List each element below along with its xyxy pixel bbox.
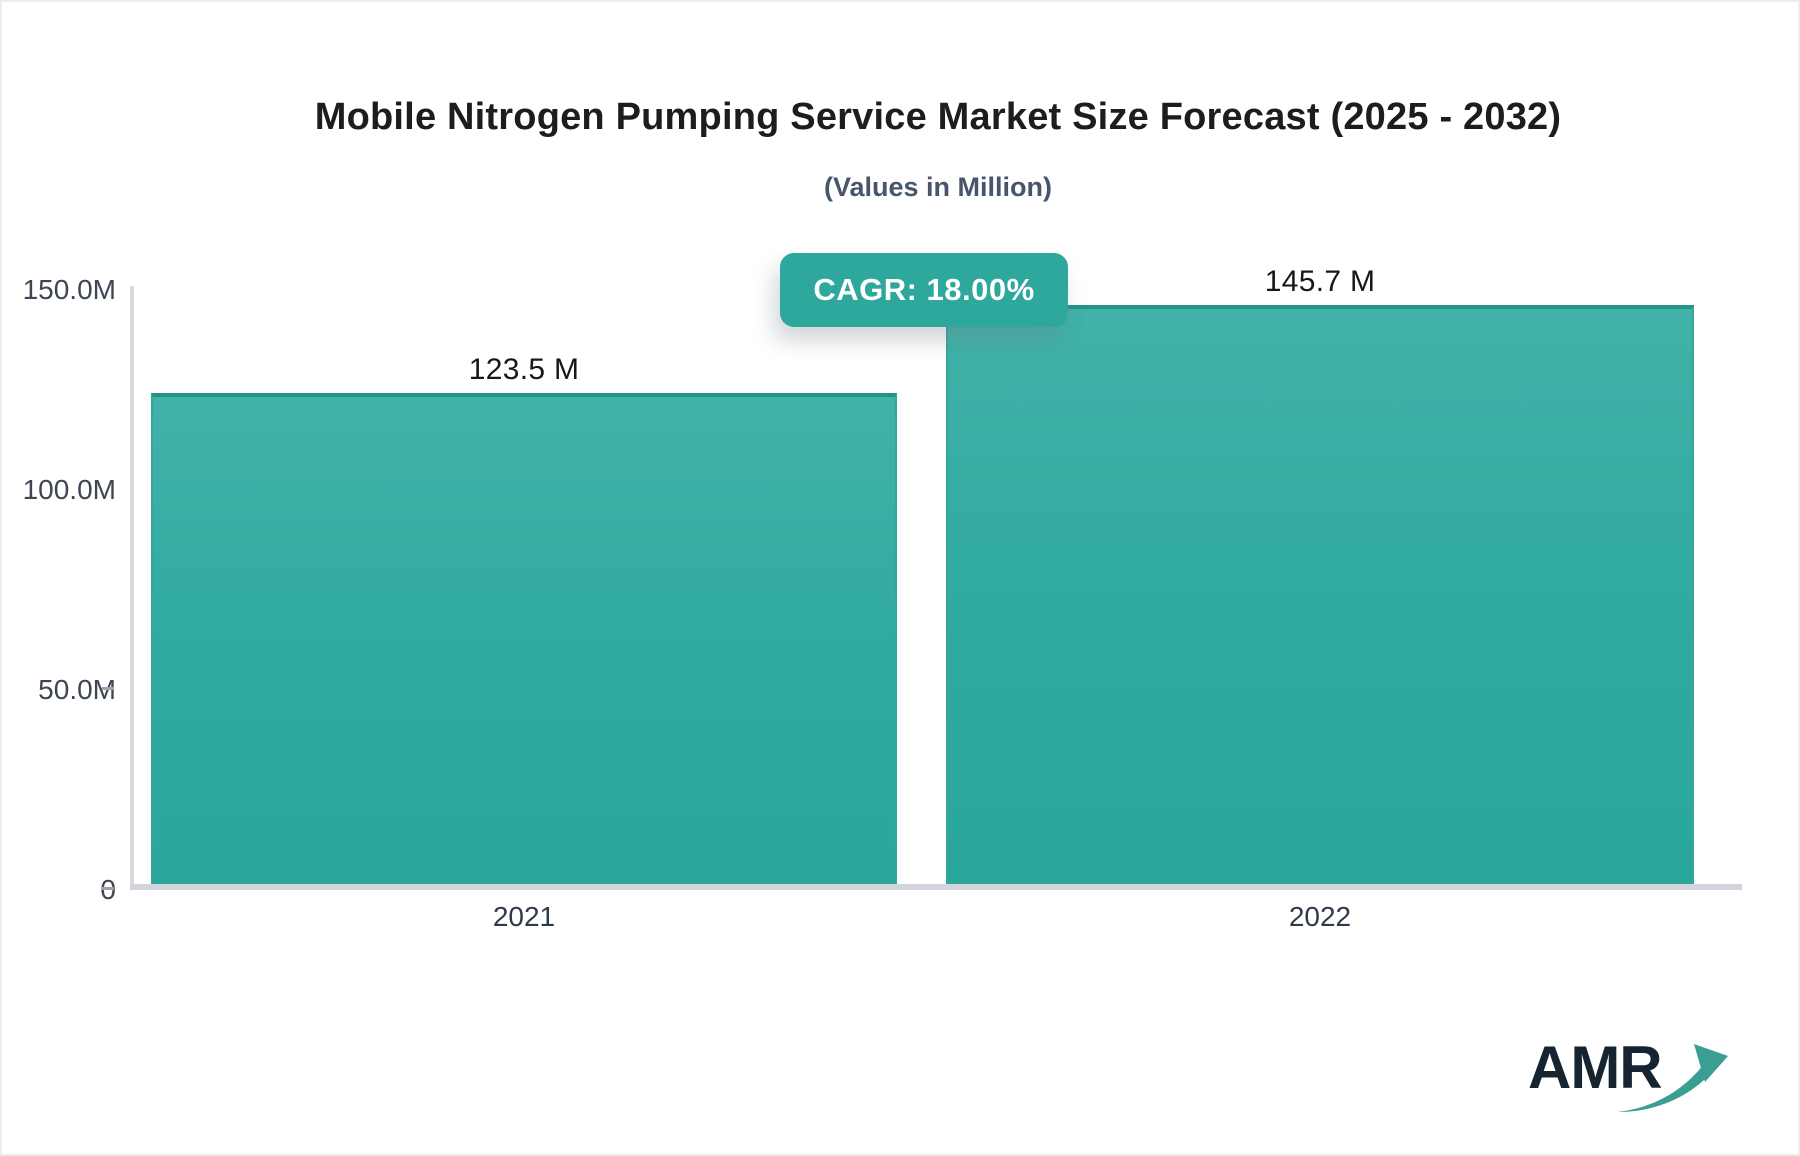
y-axis-line <box>130 286 134 888</box>
y-axis-tick-mark <box>102 687 114 690</box>
y-axis-tick-label: 100.0M <box>22 474 116 505</box>
bar-value-label-2022: 145.7 M <box>1264 265 1376 298</box>
y-axis-tick-label: 0 <box>8 875 116 905</box>
bar-2022[interactable] <box>946 305 1694 884</box>
y-axis-tick-mark <box>102 887 114 890</box>
growth-arrow-icon <box>1618 1044 1728 1112</box>
cagr-badge: CAGR: 18.00% <box>780 253 1068 327</box>
x-axis-line <box>130 884 1742 890</box>
amr-logo-text: AMR <box>1528 1034 1663 1101</box>
amr-logo: AMR <box>1528 1032 1738 1122</box>
chart-subtitle: (Values in Million) <box>823 172 1053 202</box>
chart-title: Mobile Nitrogen Pumping Service Market S… <box>314 96 1562 138</box>
bar-2021[interactable] <box>151 393 897 884</box>
cagr-badge-label: CAGR: 18.00% <box>813 272 1035 307</box>
y-axis-tick-label: 50.0M <box>38 674 116 705</box>
x-axis-label-2022: 2022 <box>1288 901 1352 932</box>
bar-value-label-2021: 123.5 M <box>468 353 580 386</box>
y-axis-tick-label: 150.0M <box>22 274 116 305</box>
x-axis-label-2021: 2021 <box>492 901 556 932</box>
